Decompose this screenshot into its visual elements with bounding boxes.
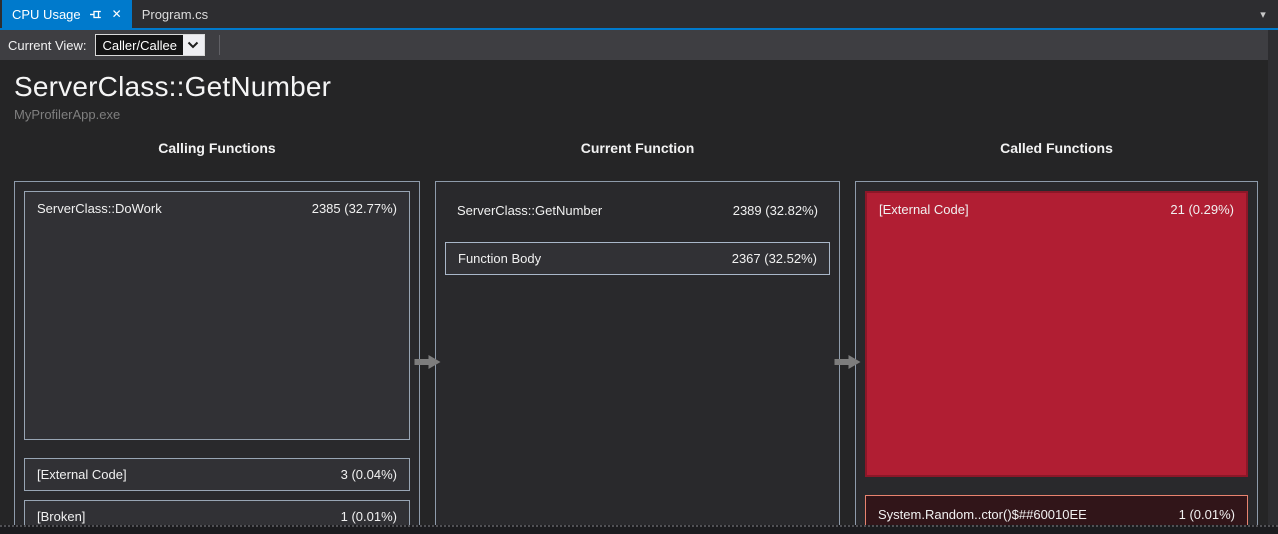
function-name: [External Code] — [37, 467, 127, 482]
column-header-calling-functions: Calling Functions — [158, 140, 276, 156]
document-tab-bar: CPU Usage ✕ Program.cs ▾ — [0, 0, 1278, 28]
panels-row: ServerClass::DoWork 2385 (32.77%) [Exter… — [14, 181, 1258, 534]
function-name: ServerClass::GetNumber — [457, 202, 603, 218]
current-view-select[interactable]: Caller/Callee — [94, 34, 205, 56]
tab-label: CPU Usage — [12, 6, 81, 22]
called-functions-panel: [External Code] 21 (0.29%) System.Random… — [855, 181, 1258, 534]
function-value: 2385 (32.77%) — [311, 201, 397, 216]
tab-label: Program.cs — [141, 6, 209, 22]
toolbar-separator — [218, 35, 220, 55]
right-arrow-icon — [834, 355, 861, 369]
chevron-down-icon[interactable] — [182, 35, 204, 55]
current-row-function-body[interactable]: Function Body 2367 (32.52%) — [445, 242, 830, 275]
function-name: Function Body — [458, 251, 542, 266]
function-value: 3 (0.04%) — [340, 467, 397, 482]
column-header-current-function: Current Function — [580, 140, 695, 156]
pin-icon[interactable] — [89, 8, 102, 21]
function-value: 2367 (32.52%) — [731, 251, 817, 266]
function-value: 21 (0.29%) — [1170, 202, 1234, 217]
header-gap — [840, 140, 855, 163]
column-header-called-functions: Called Functions — [1000, 140, 1113, 156]
current-row-getnumber[interactable]: ServerClass::GetNumber 2389 (32.82%) — [445, 191, 830, 229]
tab-list-dropdown-icon[interactable]: ▾ — [1260, 8, 1266, 21]
caller-callee-view: ServerClass::GetNumber MyProfilerApp.exe… — [0, 60, 1278, 534]
function-name: ServerClass::DoWork — [37, 201, 162, 216]
caller-row-external-code[interactable]: [External Code] 3 (0.04%) — [24, 458, 410, 491]
function-name: System.Random..ctor()$##60010EE — [878, 506, 1087, 522]
column-headers-row: Calling Functions Current Function Calle… — [14, 140, 1258, 163]
header-gap — [420, 140, 435, 163]
splitter-grip — [0, 525, 1278, 534]
current-function-panel: ServerClass::GetNumber 2389 (32.82%) Fun… — [435, 181, 840, 534]
toolbar: Current View: Caller/Callee — [0, 30, 1278, 60]
scrollbar-gutter — [1268, 30, 1278, 534]
called-row-external-code[interactable]: [External Code] 21 (0.29%) — [865, 191, 1248, 477]
function-name: [Broken] — [37, 509, 86, 524]
close-icon[interactable]: ✕ — [111, 7, 122, 21]
right-arrow-icon — [414, 355, 441, 369]
current-view-label: Current View: — [8, 37, 87, 53]
caller-row-serverclass-dowork[interactable]: ServerClass::DoWork 2385 (32.77%) — [24, 191, 410, 440]
function-value: 1 (0.01%) — [340, 509, 397, 524]
tabbar-spacer — [218, 0, 1248, 28]
arrow-gap — [414, 181, 441, 534]
function-value: 1 (0.01%) — [1178, 506, 1235, 522]
function-value: 2389 (32.82%) — [732, 202, 818, 218]
tabbar-accent-line — [0, 28, 1278, 30]
page-subtitle: MyProfilerApp.exe — [14, 107, 121, 122]
arrow-gap — [834, 181, 861, 534]
calling-functions-panel: ServerClass::DoWork 2385 (32.77%) [Exter… — [14, 181, 420, 534]
tab-program-cs[interactable]: Program.cs — [132, 0, 218, 28]
page-title: ServerClass::GetNumber — [14, 71, 332, 102]
current-view-value: Caller/Callee — [102, 37, 177, 53]
tab-cpu-usage[interactable]: CPU Usage ✕ — [2, 0, 132, 28]
function-name: [External Code] — [879, 202, 969, 217]
